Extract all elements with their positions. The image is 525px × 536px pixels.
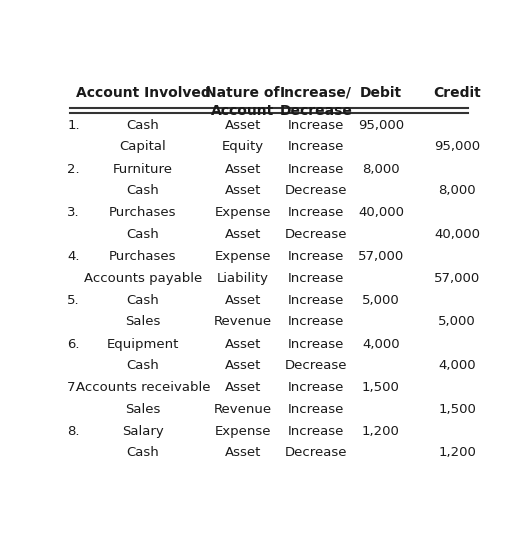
Text: Cash: Cash bbox=[127, 446, 159, 459]
Text: Revenue: Revenue bbox=[214, 403, 271, 416]
Text: 95,000: 95,000 bbox=[434, 140, 480, 153]
Text: Increase: Increase bbox=[288, 338, 344, 351]
Text: Increase: Increase bbox=[288, 140, 344, 153]
Text: Asset: Asset bbox=[224, 294, 261, 307]
Text: Accounts receivable: Accounts receivable bbox=[76, 381, 210, 394]
Text: 8,000: 8,000 bbox=[438, 184, 476, 197]
Text: 4,000: 4,000 bbox=[362, 338, 400, 351]
Text: Nature of
Account: Nature of Account bbox=[205, 86, 280, 118]
Text: Salary: Salary bbox=[122, 425, 164, 438]
Text: Equity: Equity bbox=[222, 140, 264, 153]
Text: Cash: Cash bbox=[127, 184, 159, 197]
Text: Accounts payable: Accounts payable bbox=[84, 272, 202, 285]
Text: Decrease: Decrease bbox=[285, 359, 347, 372]
Text: 8,000: 8,000 bbox=[362, 162, 400, 176]
Text: Asset: Asset bbox=[224, 184, 261, 197]
Text: Increase: Increase bbox=[288, 250, 344, 263]
Text: Increase: Increase bbox=[288, 119, 344, 132]
Text: Asset: Asset bbox=[224, 446, 261, 459]
Text: Decrease: Decrease bbox=[285, 228, 347, 241]
Text: Account Involved: Account Involved bbox=[76, 86, 211, 100]
Text: Increase: Increase bbox=[288, 294, 344, 307]
Text: Decrease: Decrease bbox=[285, 446, 347, 459]
Text: Expense: Expense bbox=[214, 250, 271, 263]
Text: Asset: Asset bbox=[224, 359, 261, 372]
Text: Asset: Asset bbox=[224, 338, 261, 351]
Text: 5.: 5. bbox=[67, 294, 80, 307]
Text: 7.: 7. bbox=[67, 381, 80, 394]
Text: Increase: Increase bbox=[288, 272, 344, 285]
Text: Increase: Increase bbox=[288, 381, 344, 394]
Text: 1,200: 1,200 bbox=[438, 446, 476, 459]
Text: Decrease: Decrease bbox=[285, 184, 347, 197]
Text: Expense: Expense bbox=[214, 206, 271, 219]
Text: Expense: Expense bbox=[214, 425, 271, 438]
Text: Asset: Asset bbox=[224, 119, 261, 132]
Text: 2.: 2. bbox=[67, 162, 80, 176]
Text: 40,000: 40,000 bbox=[358, 206, 404, 219]
Text: Cash: Cash bbox=[127, 359, 159, 372]
Text: 1,200: 1,200 bbox=[362, 425, 400, 438]
Text: 5,000: 5,000 bbox=[438, 315, 476, 328]
Text: Asset: Asset bbox=[224, 228, 261, 241]
Text: Purchases: Purchases bbox=[109, 250, 177, 263]
Text: Purchases: Purchases bbox=[109, 206, 177, 219]
Text: Cash: Cash bbox=[127, 294, 159, 307]
Text: Capital: Capital bbox=[120, 140, 166, 153]
Text: Furniture: Furniture bbox=[113, 162, 173, 176]
Text: Increase: Increase bbox=[288, 315, 344, 328]
Text: 6.: 6. bbox=[67, 338, 80, 351]
Text: Asset: Asset bbox=[224, 381, 261, 394]
Text: Increase: Increase bbox=[288, 206, 344, 219]
Text: Increase: Increase bbox=[288, 425, 344, 438]
Text: 4.: 4. bbox=[67, 250, 80, 263]
Text: Cash: Cash bbox=[127, 228, 159, 241]
Text: Asset: Asset bbox=[224, 162, 261, 176]
Text: Increase/
Decrease: Increase/ Decrease bbox=[279, 86, 352, 118]
Text: Liability: Liability bbox=[217, 272, 269, 285]
Text: Increase: Increase bbox=[288, 403, 344, 416]
Text: 3.: 3. bbox=[67, 206, 80, 219]
Text: 57,000: 57,000 bbox=[358, 250, 404, 263]
Text: 57,000: 57,000 bbox=[434, 272, 480, 285]
Text: Cash: Cash bbox=[127, 119, 159, 132]
Text: 1.: 1. bbox=[67, 119, 80, 132]
Text: 5,000: 5,000 bbox=[362, 294, 400, 307]
Text: Debit: Debit bbox=[360, 86, 402, 100]
Text: Credit: Credit bbox=[433, 86, 481, 100]
Text: Increase: Increase bbox=[288, 162, 344, 176]
Text: Equipment: Equipment bbox=[107, 338, 179, 351]
Text: 95,000: 95,000 bbox=[358, 119, 404, 132]
Text: Sales: Sales bbox=[125, 403, 161, 416]
Text: Revenue: Revenue bbox=[214, 315, 271, 328]
Text: 40,000: 40,000 bbox=[434, 228, 480, 241]
Text: Sales: Sales bbox=[125, 315, 161, 328]
Text: 8.: 8. bbox=[67, 425, 80, 438]
Text: 1,500: 1,500 bbox=[362, 381, 400, 394]
Text: 1,500: 1,500 bbox=[438, 403, 476, 416]
Text: 4,000: 4,000 bbox=[438, 359, 476, 372]
